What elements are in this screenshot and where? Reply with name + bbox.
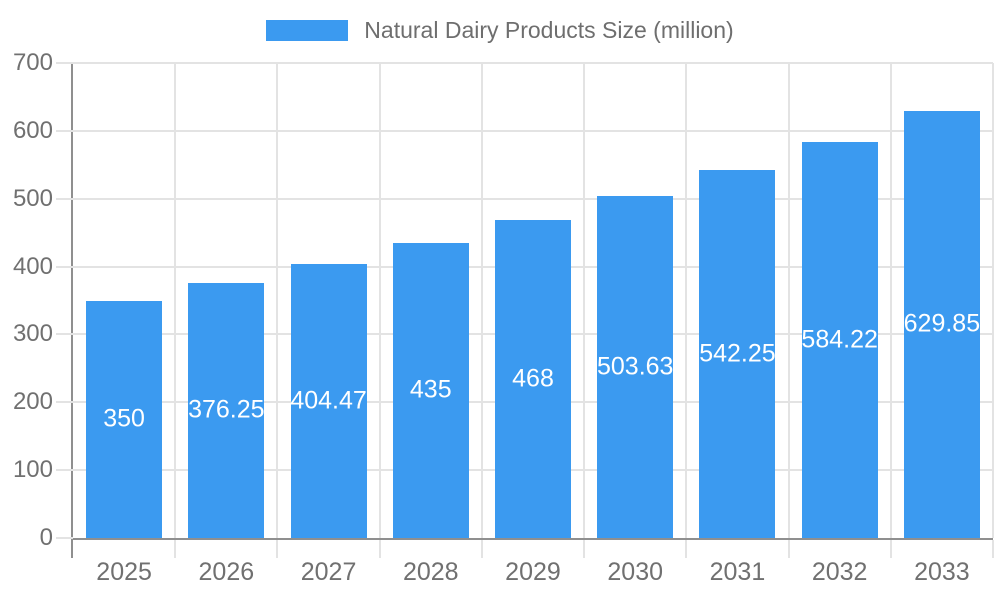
x-tick-label: 2033: [914, 558, 970, 586]
y-tick-mark: [56, 197, 73, 200]
gridline-v: [787, 63, 790, 538]
bar[interactable]: 435: [392, 242, 469, 538]
gridline-v: [276, 63, 279, 538]
y-tick-label: 100: [12, 456, 53, 484]
legend-swatch: [266, 20, 349, 41]
gridline-v: [583, 63, 586, 538]
y-tick-mark: [56, 537, 73, 539]
gridline-v: [480, 63, 483, 538]
bar-value-label: 629.85: [903, 309, 981, 338]
y-tick-label: 700: [12, 49, 53, 76]
x-tick-mark: [480, 540, 483, 558]
x-tick-mark: [685, 540, 688, 558]
bar[interactable]: 542.25: [699, 170, 776, 538]
x-tick-mark: [174, 540, 177, 558]
y-tick-mark: [56, 129, 73, 132]
bar-value-label: 468: [512, 364, 554, 393]
y-axis-line: [71, 63, 73, 558]
gridline-h: [73, 197, 993, 200]
y-tick-mark: [56, 469, 73, 472]
y-tick-mark: [56, 401, 73, 404]
bar[interactable]: 404.47: [290, 263, 367, 538]
bar-value-label: 503.63: [596, 352, 674, 381]
x-tick-label: 2029: [505, 558, 561, 586]
gridline-v: [378, 63, 381, 538]
y-tick-label: 600: [12, 116, 53, 144]
plot-area: 350 376.25 404.47 435 468 503.63 542.25 584.22 6…: [73, 62, 994, 538]
gridline-v: [685, 63, 688, 538]
bar[interactable]: 584.22: [801, 141, 878, 538]
y-tick-mark: [56, 62, 73, 64]
x-tick-mark: [583, 540, 586, 558]
x-tick-label: 2027: [300, 558, 357, 586]
bar-value-label: 350: [103, 404, 145, 433]
x-tick-label: 2030: [607, 558, 664, 586]
gridline-v: [992, 63, 994, 538]
y-tick-mark: [56, 265, 73, 268]
bar[interactable]: 468: [495, 220, 571, 538]
bar[interactable]: 376.25: [188, 282, 265, 538]
y-tick-mark: [56, 333, 73, 336]
x-tick-mark: [378, 540, 381, 558]
x-tick-mark: [889, 540, 892, 558]
legend[interactable]: Natural Dairy Products Size (million): [0, 19, 1000, 42]
gridline-v: [174, 63, 177, 538]
gridline-v: [889, 63, 892, 538]
bar-value-label: 542.25: [699, 339, 776, 368]
x-tick-label: 2032: [811, 558, 868, 586]
bar[interactable]: 350: [86, 300, 163, 538]
bar-value-label: 584.22: [801, 325, 878, 354]
y-tick-label: 400: [12, 252, 53, 280]
bar-value-label: 404.47: [290, 386, 367, 415]
bar[interactable]: 629.85: [903, 110, 981, 538]
legend-label: Natural Dairy Products Size (million): [364, 17, 734, 43]
bar-value-label: 435: [409, 375, 452, 404]
x-tick-label: 2025: [96, 558, 152, 586]
bar[interactable]: 503.63: [597, 196, 673, 538]
y-tick-label: 0: [39, 524, 53, 551]
bar-value-label: 376.25: [188, 395, 265, 424]
x-tick-mark: [992, 540, 994, 558]
y-tick-label: 500: [12, 184, 53, 212]
y-tick-label: 200: [12, 388, 53, 416]
x-tick-label: 2028: [402, 558, 459, 586]
x-tick-mark: [276, 540, 279, 558]
gridline-h: [73, 129, 993, 132]
x-tick-label: 2026: [198, 558, 255, 586]
x-tick-label: 2031: [709, 558, 766, 586]
gridline-h: [73, 62, 993, 64]
x-tick-mark: [787, 540, 790, 558]
x-axis-line: [72, 538, 993, 540]
y-tick-label: 300: [12, 320, 53, 348]
